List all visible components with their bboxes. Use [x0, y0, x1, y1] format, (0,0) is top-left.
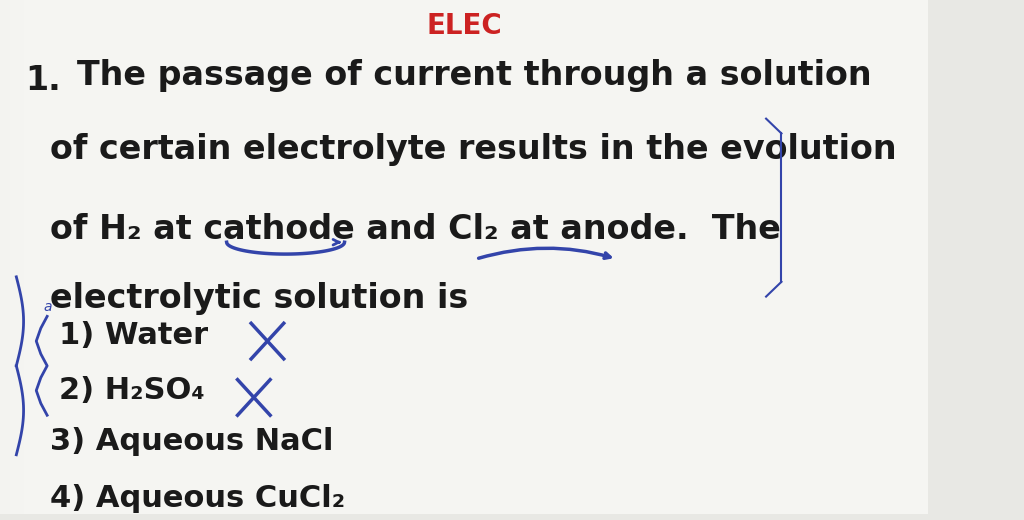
Text: of H₂ at cathode and Cl₂ at anode.  The: of H₂ at cathode and Cl₂ at anode. The [50, 213, 780, 245]
Text: 1.: 1. [26, 64, 61, 97]
Text: 1) Water: 1) Water [59, 321, 208, 350]
Text: a: a [43, 301, 52, 315]
Text: ELEC: ELEC [426, 12, 502, 40]
Text: 4) Aqueous CuCl₂: 4) Aqueous CuCl₂ [50, 485, 345, 513]
Text: 2) H₂SO₄: 2) H₂SO₄ [59, 375, 205, 405]
Text: 3) Aqueous NaCl: 3) Aqueous NaCl [50, 427, 334, 456]
Text: The passage of current through a solution: The passage of current through a solutio… [77, 59, 871, 93]
Text: electrolytic solution is: electrolytic solution is [50, 282, 468, 315]
Text: of certain electrolyte results in the evolution: of certain electrolyte results in the ev… [50, 134, 896, 166]
